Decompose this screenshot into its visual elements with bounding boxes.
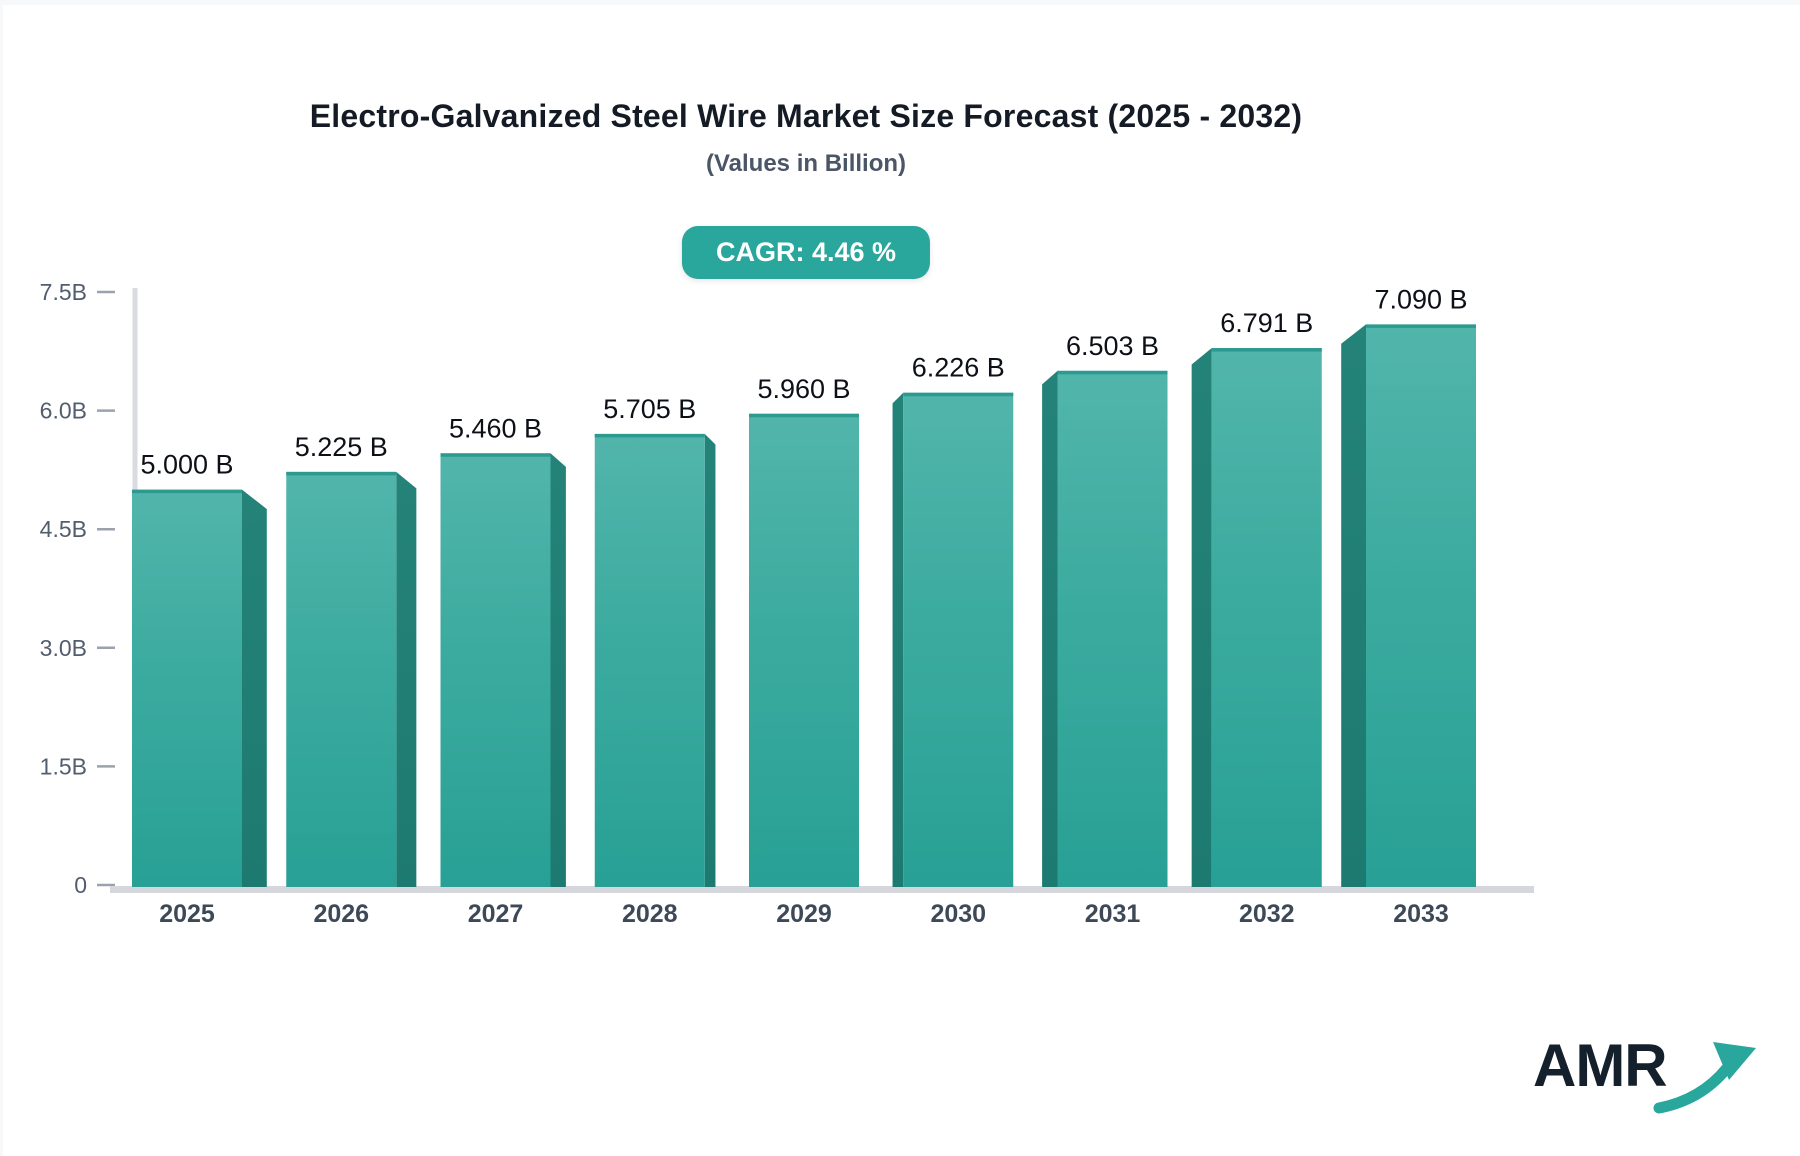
bar-front-face	[1366, 324, 1476, 887]
x-tick-label: 2030	[930, 900, 986, 928]
bar-2033	[1341, 324, 1476, 887]
bar-value-label: 5.960 B	[757, 374, 850, 404]
page-background-edge	[0, 0, 1800, 5]
bar-2026	[286, 471, 417, 887]
bar-front-face	[132, 489, 242, 887]
bar-value-label: 5.460 B	[449, 413, 542, 443]
bar-2029	[749, 413, 859, 887]
bar-value-label: 5.705 B	[603, 394, 696, 424]
bar-2031	[1042, 370, 1168, 887]
bar-front-face	[1211, 348, 1322, 888]
growth-arrow-icon	[1653, 1042, 1756, 1114]
bar-side-face	[550, 453, 566, 887]
y-tick-label: 6.0B	[40, 398, 87, 424]
x-tick-label: 2032	[1239, 900, 1295, 928]
x-tick-label: 2031	[1085, 900, 1141, 928]
bar-2027	[440, 453, 566, 887]
x-tick-label: 2028	[622, 900, 678, 928]
bar-value-label: 7.090 B	[1374, 284, 1467, 314]
bar-2030	[892, 392, 1014, 887]
bar-top-edge	[132, 489, 242, 494]
bar-side-face	[1341, 324, 1366, 887]
bar-front-face	[440, 453, 551, 887]
bar-side-face	[704, 433, 716, 887]
page-background-edge-left	[0, 0, 3, 1156]
y-tick-label: 4.5B	[40, 516, 87, 542]
bar-front-face	[903, 392, 1014, 887]
bar-2032	[1191, 348, 1322, 888]
bar-top-edge	[440, 453, 551, 457]
y-tick-label: 3.0B	[40, 635, 87, 661]
x-tick-label: 2026	[313, 900, 369, 928]
bar-top-edge	[1211, 348, 1322, 352]
bar-side-face	[892, 392, 904, 887]
amr-logo: AMR	[1533, 1036, 1763, 1116]
bar-top-edge	[1366, 324, 1476, 328]
bar-value-label: 6.791 B	[1220, 308, 1313, 338]
bar-2028	[594, 433, 716, 887]
bar-value-label: 6.503 B	[1066, 331, 1159, 361]
cagr-badge: CAGR: 4.46 %	[681, 226, 931, 279]
x-tick-label: 2029	[776, 900, 832, 928]
amr-logo-text: AMR	[1533, 1032, 1668, 1099]
x-axis-line	[110, 886, 1534, 893]
bar-value-label: 5.225 B	[295, 432, 388, 462]
bar-2025	[132, 489, 267, 887]
bar-front-face	[286, 471, 397, 887]
bar-side-face	[1191, 348, 1212, 888]
chart-subtitle: (Values in Billion)	[705, 150, 907, 177]
y-tick-label: 0	[74, 872, 87, 898]
bar-top-edge	[286, 471, 397, 476]
y-tick-label: 1.5B	[40, 753, 87, 779]
page-title: Electro-Galvanized Steel Wire Market Siz…	[309, 98, 1303, 134]
y-tick-label: 7.5B	[40, 279, 87, 305]
bar-top-edge	[1057, 370, 1168, 375]
bar-top-edge	[749, 413, 859, 418]
bar-value-label: 5.000 B	[140, 450, 233, 480]
bar-side-face	[242, 489, 267, 887]
bar-top-edge	[594, 433, 705, 438]
bar-front-face	[1057, 370, 1168, 887]
bar-front-face	[594, 433, 705, 887]
bar-side-face	[1042, 370, 1058, 887]
x-tick-label: 2027	[468, 900, 524, 928]
x-tick-label: 2025	[159, 900, 215, 928]
bar-value-label: 6.226 B	[912, 353, 1005, 383]
bar-front-face	[749, 413, 859, 887]
bar-side-face	[396, 471, 417, 887]
x-tick-label: 2033	[1393, 900, 1449, 928]
bar-top-edge	[903, 392, 1014, 397]
